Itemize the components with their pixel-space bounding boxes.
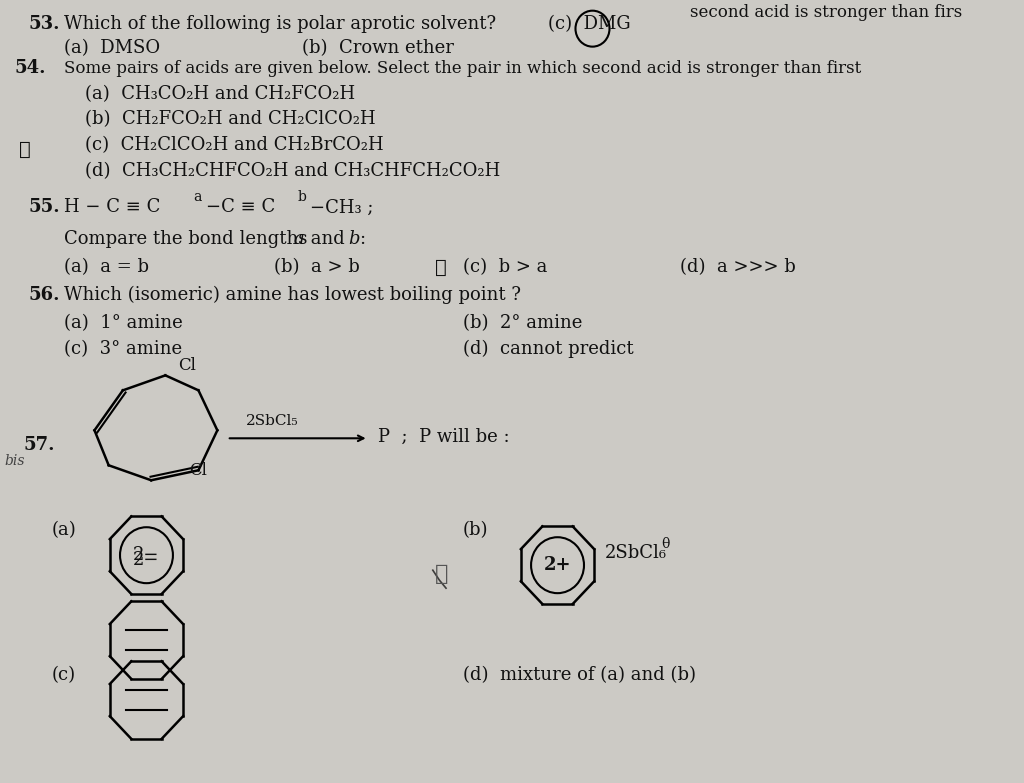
Text: ✓: ✓ (434, 258, 446, 276)
Text: (a): (a) (52, 521, 77, 539)
Text: 2+: 2+ (544, 556, 571, 574)
Text: Which (isomeric) amine has lowest boiling point ?: Which (isomeric) amine has lowest boilin… (65, 286, 521, 305)
Text: (a)  CH₃CO₂H and CH₂FCO₂H: (a) CH₃CO₂H and CH₂FCO₂H (85, 85, 355, 103)
Text: b: b (298, 189, 306, 204)
Text: Some pairs of acids are given below. Select the pair in which second acid is str: Some pairs of acids are given below. Sel… (65, 60, 861, 77)
Text: (b)  Crown ether: (b) Crown ether (302, 38, 455, 56)
Text: (b): (b) (463, 521, 488, 539)
Text: 2SbCl₅: 2SbCl₅ (246, 414, 298, 428)
Text: (b)  CH₂FCO₂H and CH₂ClCO₂H: (b) CH₂FCO₂H and CH₂ClCO₂H (85, 110, 376, 128)
Text: Cl: Cl (177, 357, 196, 374)
Text: 2−: 2− (133, 547, 160, 565)
Text: −C ≡ C: −C ≡ C (206, 199, 275, 216)
Text: 2−: 2− (133, 551, 160, 569)
Text: (b)  a > b: (b) a > b (274, 258, 359, 276)
Text: (c): (c) (52, 666, 76, 684)
Text: b: b (348, 230, 359, 248)
Text: Which of the following is polar aprotic solvent?: Which of the following is polar aprotic … (65, 15, 497, 33)
Text: −CH₃ ;: −CH₃ ; (310, 199, 374, 216)
Text: (c)  DMG: (c) DMG (548, 15, 631, 33)
Text: :: : (359, 230, 366, 248)
Text: Cl: Cl (189, 462, 207, 479)
Text: second acid is stronger than firs: second acid is stronger than firs (690, 4, 963, 20)
Text: ✓: ✓ (18, 140, 31, 158)
Text: 57.: 57. (24, 436, 55, 454)
Text: (d)  CH₃CH₂CHFCO₂H and CH₃CHFCH₂CO₂H: (d) CH₃CH₂CHFCO₂H and CH₃CHFCH₂CO₂H (85, 163, 501, 181)
Text: (c)  CH₂ClCO₂H and CH₂BrCO₂H: (c) CH₂ClCO₂H and CH₂BrCO₂H (85, 136, 384, 154)
Text: (d)  mixture of (a) and (b): (d) mixture of (a) and (b) (463, 666, 696, 684)
Text: H − C ≡ C: H − C ≡ C (65, 199, 161, 216)
Text: (b)  2° amine: (b) 2° amine (463, 315, 583, 333)
Text: (a)  DMSO: (a) DMSO (65, 38, 161, 56)
Text: and: and (305, 230, 351, 248)
Text: 2SbCl₆: 2SbCl₆ (605, 544, 667, 562)
Text: a: a (293, 230, 304, 248)
Text: (d)  cannot predict: (d) cannot predict (463, 340, 634, 359)
Text: (c)  b > a: (c) b > a (463, 258, 548, 276)
Text: (a)  1° amine: (a) 1° amine (65, 315, 183, 333)
Text: 53.: 53. (29, 15, 59, 33)
Text: (d)  a >>> b: (d) a >>> b (680, 258, 796, 276)
Text: a: a (194, 189, 202, 204)
Text: Compare the bond lengths: Compare the bond lengths (65, 230, 313, 248)
Text: P  ;  P will be :: P ; P will be : (378, 428, 510, 446)
Text: 54.: 54. (14, 59, 46, 77)
Text: ✓: ✓ (434, 563, 449, 585)
Text: 56.: 56. (29, 287, 59, 305)
Text: (a)  a = b: (a) a = b (65, 258, 150, 276)
Text: bis: bis (5, 454, 26, 468)
Text: θ: θ (662, 537, 670, 551)
Text: 55.: 55. (29, 199, 60, 216)
Text: (c)  3° amine: (c) 3° amine (65, 341, 182, 359)
